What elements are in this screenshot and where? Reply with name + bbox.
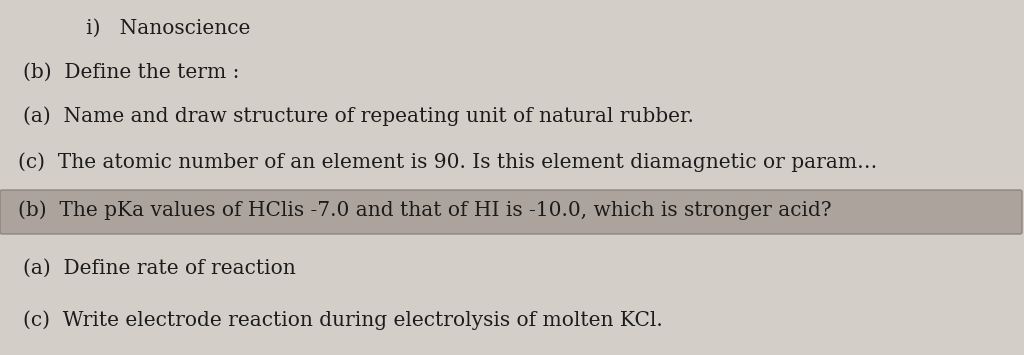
Text: (b)  The pKa values of HClis -7.0 and that of HI is -10.0, which is stronger aci: (b) The pKa values of HClis -7.0 and tha… (18, 200, 833, 220)
FancyBboxPatch shape (0, 190, 1022, 234)
Text: (c)  Write electrode reaction during electrolysis of molten KCl.: (c) Write electrode reaction during elec… (23, 310, 663, 330)
Text: (a)  Define rate of reaction: (a) Define rate of reaction (23, 258, 295, 278)
Text: i)   Nanoscience: i) Nanoscience (67, 18, 250, 38)
Text: (b)  Define the term :: (b) Define the term : (23, 62, 239, 82)
Text: (c)  The atomic number of an element is 90. Is this element diamagnetic or param: (c) The atomic number of an element is 9… (18, 152, 878, 172)
Text: (a)  Name and draw structure of repeating unit of natural rubber.: (a) Name and draw structure of repeating… (23, 106, 693, 126)
